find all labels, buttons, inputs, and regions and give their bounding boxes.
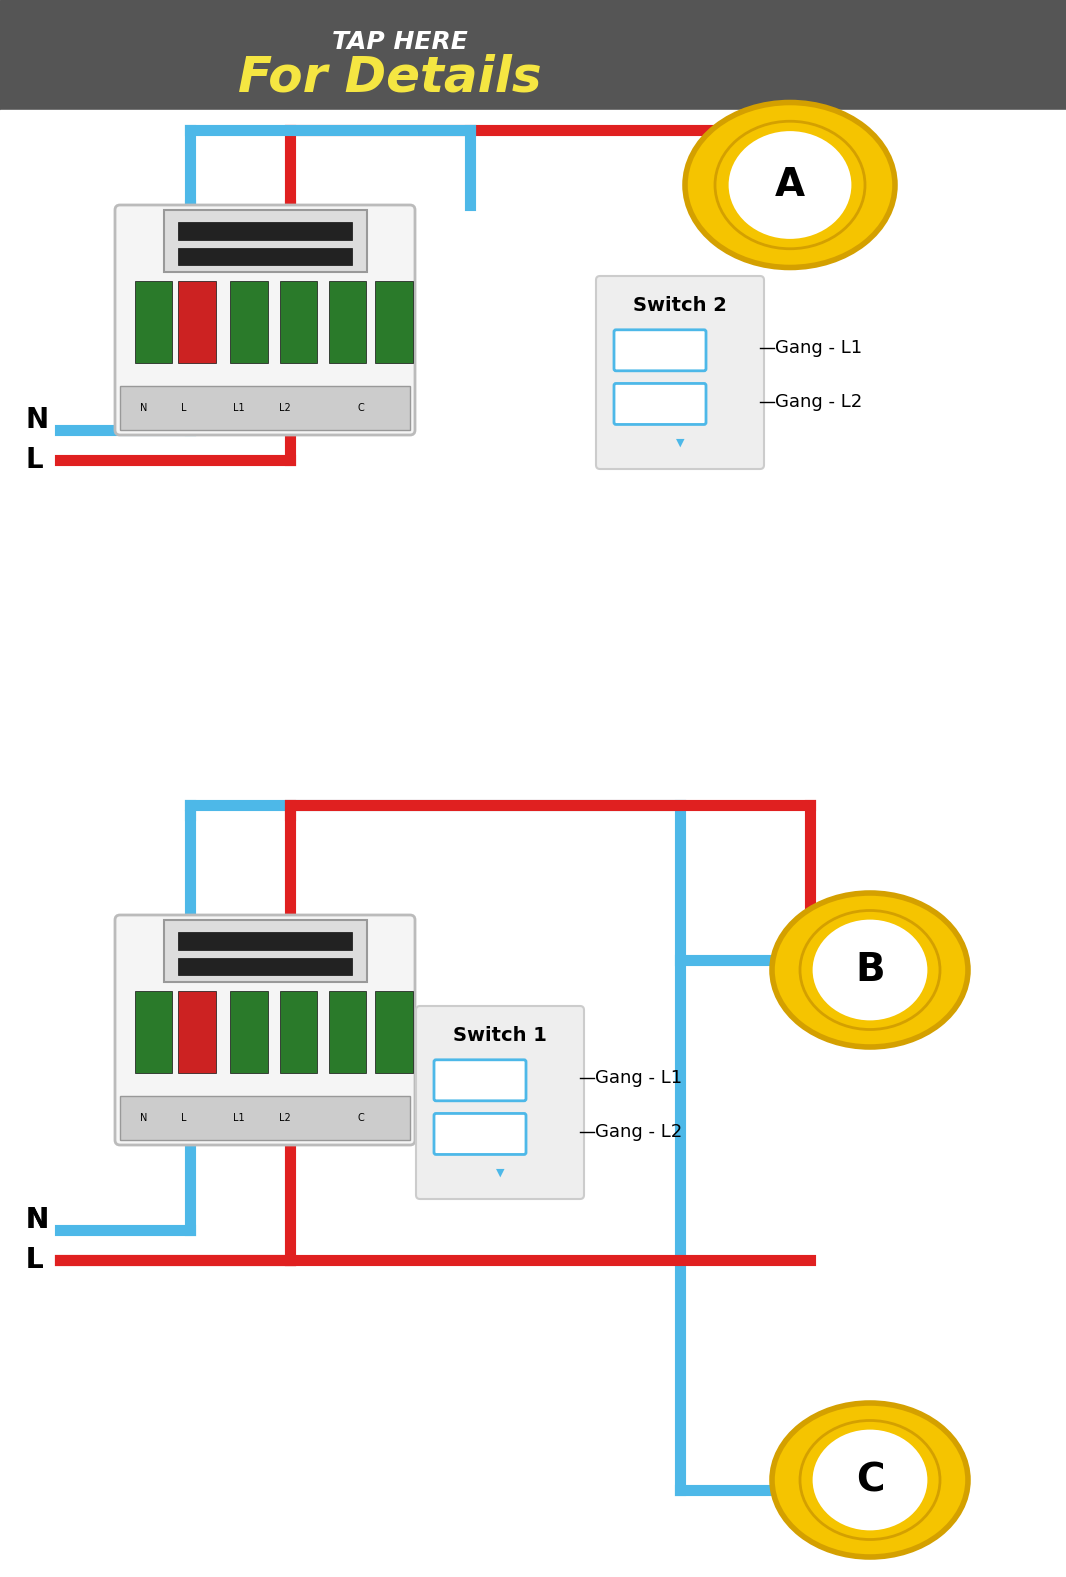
FancyBboxPatch shape [434,1113,526,1154]
Ellipse shape [814,921,926,1019]
Text: B: B [855,951,885,989]
Text: Gang - L2: Gang - L2 [775,393,862,412]
Bar [0,0,1066,110]
Text: For Details: For Details [238,54,542,103]
Bar [134,992,173,1072]
Bar [328,281,367,363]
Bar [230,281,268,363]
Ellipse shape [772,1404,968,1556]
Ellipse shape [814,1430,926,1530]
Text: L: L [181,1113,187,1123]
Bar [134,281,173,363]
Text: C: C [357,404,365,413]
Bar [178,222,352,240]
Bar [375,281,413,363]
Bar [178,959,352,976]
FancyBboxPatch shape [115,205,415,435]
FancyBboxPatch shape [614,330,706,371]
Bar [230,992,268,1072]
Text: N: N [140,404,147,413]
Bar [279,992,318,1072]
FancyBboxPatch shape [596,276,764,468]
Text: Gang - L2: Gang - L2 [595,1123,682,1142]
Text: Gang - L1: Gang - L1 [775,339,862,358]
Text: L2: L2 [279,404,291,413]
Text: N: N [25,1206,48,1233]
Ellipse shape [772,893,968,1047]
FancyBboxPatch shape [416,1006,584,1199]
Text: Gang - L1: Gang - L1 [595,1069,682,1088]
Text: L: L [25,446,43,475]
Text: L1: L1 [233,404,245,413]
Bar [178,281,215,363]
Text: L: L [181,404,187,413]
Text: TAP HERE: TAP HERE [333,30,468,54]
Text: N: N [140,1113,147,1123]
Text: L2: L2 [279,1113,291,1123]
Text: A: A [775,166,805,203]
Bar [178,992,215,1072]
Bar [120,386,410,431]
Text: N: N [25,1206,48,1233]
Text: ▼: ▼ [496,1169,504,1178]
Text: ▼: ▼ [676,438,684,448]
Bar [178,932,352,949]
Bar [279,281,318,363]
Text: Switch 2: Switch 2 [633,296,727,315]
Ellipse shape [685,103,895,268]
FancyBboxPatch shape [434,1060,526,1101]
Text: N: N [25,405,48,434]
Text: C: C [357,1113,365,1123]
Bar [178,248,352,265]
Bar [375,992,413,1072]
Text: L1: L1 [233,1113,245,1123]
Bar [120,1096,410,1140]
FancyBboxPatch shape [614,383,706,424]
Bar [163,919,367,981]
Bar [163,210,367,271]
Text: Switch 1: Switch 1 [453,1027,547,1046]
Text: L: L [25,1246,43,1274]
Ellipse shape [730,132,850,238]
Text: C: C [856,1460,885,1500]
Bar [328,992,367,1072]
FancyBboxPatch shape [115,915,415,1145]
Text: L: L [25,1246,43,1274]
